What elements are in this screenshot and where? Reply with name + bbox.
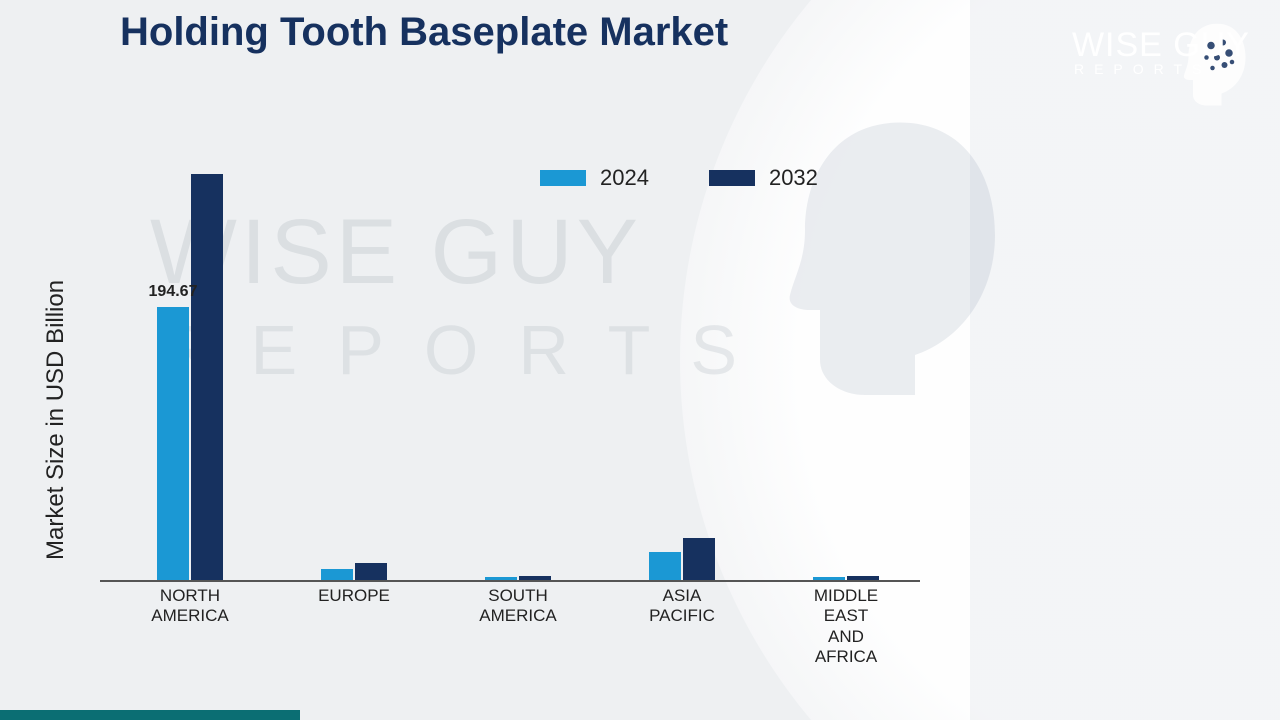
bar-2024 xyxy=(485,577,517,580)
bar-group: EUROPE xyxy=(274,563,434,580)
category-label: NORTHAMERICA xyxy=(120,586,260,627)
page-title: Holding Tooth Baseplate Market xyxy=(120,10,728,55)
bar-2024: 194.67 xyxy=(157,307,189,580)
category-label: MIDDLEEASTANDAFRICA xyxy=(776,586,916,668)
bar-2032 xyxy=(847,576,879,580)
category-label: ASIAPACIFIC xyxy=(612,586,752,627)
bar-2032 xyxy=(519,576,551,580)
bar-2024 xyxy=(813,577,845,580)
bar-2032 xyxy=(355,563,387,580)
bar-2024 xyxy=(649,552,681,580)
bar-2032 xyxy=(683,538,715,580)
bar-chart: 194.67NORTHAMERICAEUROPE SOUTHAMERICA ASIA… xyxy=(100,160,920,582)
bar-group: MIDDLEEASTANDAFRICA xyxy=(766,576,926,580)
bar-group: SOUTHAMERICA xyxy=(438,576,598,580)
bar-group: 194.67NORTHAMERICA xyxy=(110,174,270,580)
brand-logo: WISE GUY REPORTS xyxy=(1072,26,1250,77)
bar-2032 xyxy=(191,174,223,580)
stage: WISE GUY REPORTS Holding Tooth Baseplate… xyxy=(0,0,1280,720)
category-label: SOUTHAMERICA xyxy=(448,586,588,627)
bar-group: ASIAPACIFIC xyxy=(602,538,762,580)
category-label: EUROPE xyxy=(284,586,424,606)
bar-value-label: 194.67 xyxy=(149,283,198,301)
brand-name: WISE GUY xyxy=(1072,26,1250,65)
bar-2024 xyxy=(321,569,353,580)
bottom-accent-bar xyxy=(0,710,300,720)
y-axis-label: Market Size in USD Billion xyxy=(42,280,70,560)
